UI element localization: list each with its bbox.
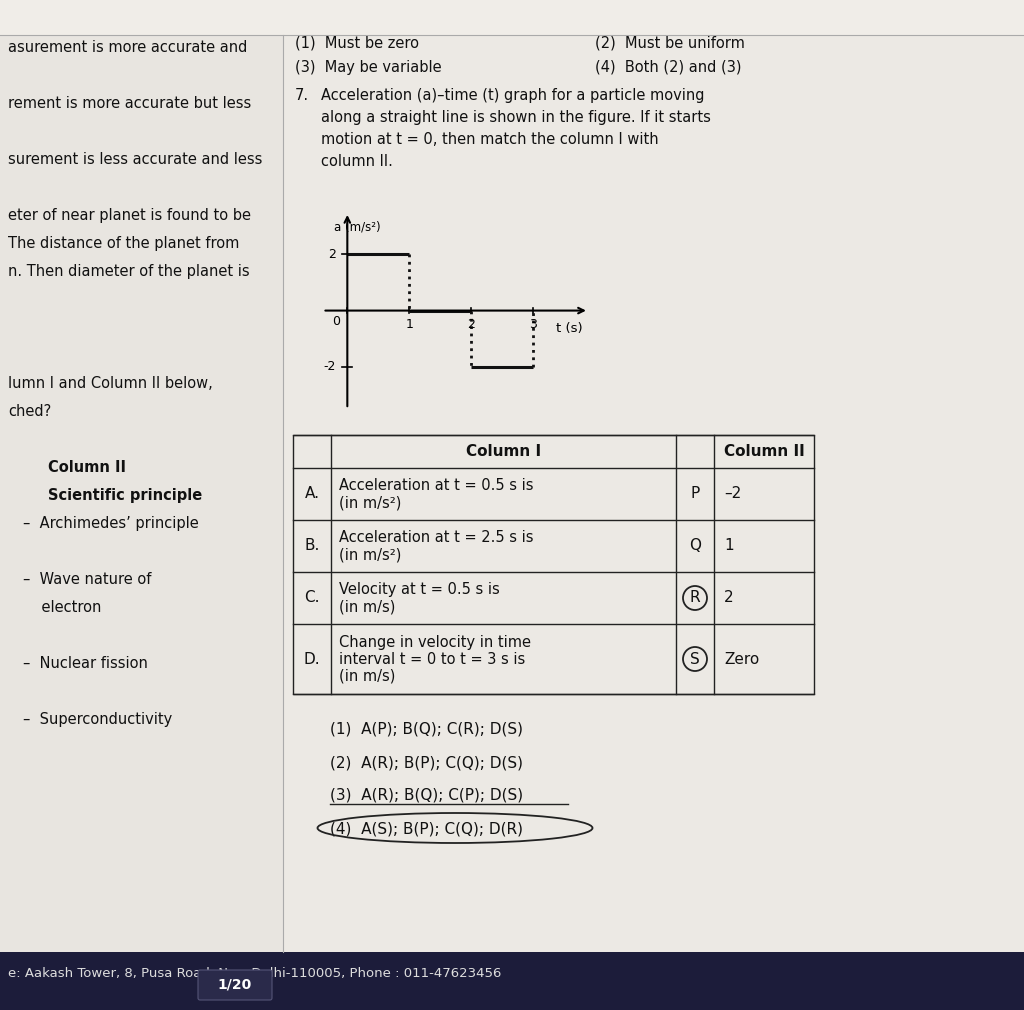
Text: Q: Q (689, 538, 701, 553)
Text: Column II: Column II (48, 460, 126, 475)
Bar (293, 435, 814, 694)
Text: –  Nuclear fission: – Nuclear fission (23, 656, 147, 671)
Text: Zero: Zero (724, 651, 759, 667)
Text: 2: 2 (329, 247, 336, 261)
Text: lumn I and Column II below,: lumn I and Column II below, (8, 376, 213, 391)
Text: Column I: Column I (466, 444, 541, 459)
Text: n. Then diameter of the planet is: n. Then diameter of the planet is (8, 264, 250, 279)
Text: 1: 1 (406, 318, 413, 331)
FancyBboxPatch shape (198, 970, 272, 1000)
Text: R: R (690, 591, 700, 606)
Text: (in m/s²): (in m/s²) (339, 495, 401, 510)
Bar (0, 952, 1024, 1010)
Text: (1)  Must be zero: (1) Must be zero (295, 35, 419, 50)
Text: 7.: 7. (295, 88, 309, 103)
Bar (283, 35, 1024, 952)
Text: motion at t = 0, then match the column I with: motion at t = 0, then match the column I… (321, 132, 658, 147)
Text: Change in velocity in time: Change in velocity in time (339, 634, 531, 649)
Text: S: S (690, 651, 699, 667)
Text: 1: 1 (724, 538, 733, 553)
Text: interval t = 0 to t = 3 s is: interval t = 0 to t = 3 s is (339, 651, 525, 667)
Text: Velocity at t = 0.5 s is: Velocity at t = 0.5 s is (339, 582, 500, 597)
Text: C.: C. (304, 591, 319, 606)
Text: Column II: Column II (724, 444, 805, 459)
Text: (2)  Must be uniform: (2) Must be uniform (595, 35, 744, 50)
Text: –  Wave nature of: – Wave nature of (23, 572, 152, 587)
Text: rement is more accurate but less: rement is more accurate but less (8, 96, 251, 111)
Text: asurement is more accurate and: asurement is more accurate and (8, 40, 248, 55)
Text: –2: –2 (724, 487, 741, 502)
Text: along a straight line is shown in the figure. If it starts: along a straight line is shown in the fi… (321, 110, 711, 125)
Text: Scientific principle: Scientific principle (48, 488, 203, 503)
Text: Acceleration at t = 0.5 s is: Acceleration at t = 0.5 s is (339, 478, 534, 493)
Text: (in m/s): (in m/s) (339, 599, 395, 614)
Text: 2: 2 (467, 318, 475, 331)
Text: B.: B. (304, 538, 319, 553)
Text: t (s): t (s) (556, 322, 583, 335)
Text: (4)  A(S); B(P); C(Q); D(R): (4) A(S); B(P); C(Q); D(R) (330, 821, 523, 836)
Text: D.: D. (304, 651, 321, 667)
Text: (in m/s): (in m/s) (339, 669, 395, 684)
Text: electron: electron (23, 600, 101, 615)
Text: P: P (690, 487, 699, 502)
Text: 2: 2 (724, 591, 733, 606)
Text: e: Aakash Tower, 8, Pusa Road, New Delhi-110005, Phone : 011-47623456: e: Aakash Tower, 8, Pusa Road, New Delhi… (8, 968, 502, 981)
Text: -2: -2 (324, 361, 336, 374)
Text: (1)  A(P); B(Q); C(R); D(S): (1) A(P); B(Q); C(R); D(S) (330, 722, 523, 737)
Text: ched?: ched? (8, 404, 51, 419)
Text: eter of near planet is found to be: eter of near planet is found to be (8, 208, 251, 223)
Text: a (m/s²): a (m/s²) (334, 220, 380, 233)
Text: Acceleration (a)–time (t) graph for a particle moving: Acceleration (a)–time (t) graph for a pa… (321, 88, 705, 103)
Text: (2)  A(R); B(P); C(Q); D(S): (2) A(R); B(P); C(Q); D(S) (330, 755, 523, 770)
Text: surement is less accurate and less: surement is less accurate and less (8, 152, 262, 167)
Text: –  Archimedes’ principle: – Archimedes’ principle (23, 516, 199, 531)
Text: 1/20: 1/20 (218, 978, 252, 992)
Text: (in m/s²): (in m/s²) (339, 547, 401, 562)
Bar (0, 35, 283, 952)
Text: (3)  A(R); B(Q); C(P); D(S): (3) A(R); B(Q); C(P); D(S) (330, 788, 523, 803)
Text: Acceleration at t = 2.5 s is: Acceleration at t = 2.5 s is (339, 530, 534, 545)
Text: A.: A. (304, 487, 319, 502)
Text: –  Superconductivity: – Superconductivity (23, 712, 172, 727)
Text: 0: 0 (332, 315, 340, 328)
Text: The distance of the planet from: The distance of the planet from (8, 236, 240, 251)
Text: (4)  Both (2) and (3): (4) Both (2) and (3) (595, 60, 741, 75)
Text: (3)  May be variable: (3) May be variable (295, 60, 441, 75)
Text: 3: 3 (529, 318, 537, 331)
Text: column II.: column II. (321, 154, 393, 169)
